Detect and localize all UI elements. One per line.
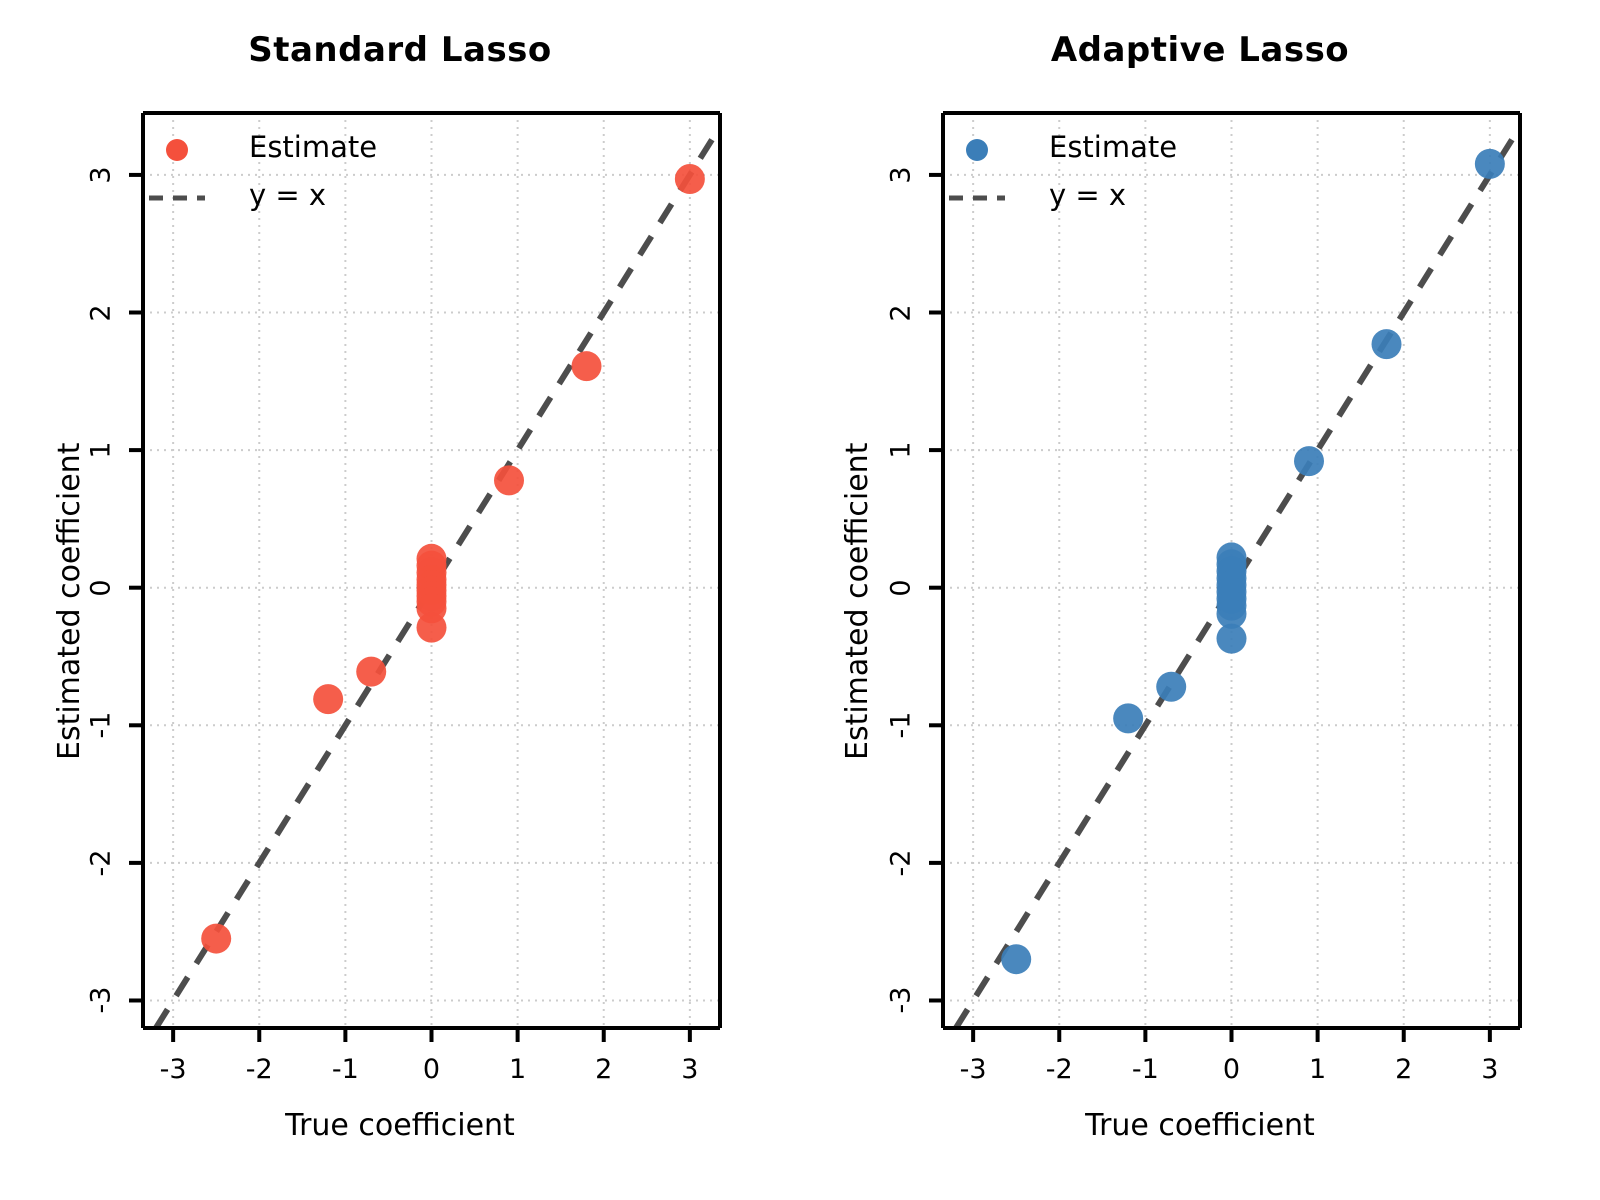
y-tick-label: 1 [885,441,917,459]
data-point [1474,148,1505,179]
x-tick-label: -1 [331,1054,359,1085]
y-tick-label: 3 [85,166,117,184]
data-point-group [201,164,705,954]
x-tick-label: -2 [1045,1054,1073,1085]
data-point [201,923,232,954]
y-axis-label: Estimated coefficient [52,442,87,760]
y-tick-label: -1 [885,711,917,739]
legend-label: Estimate [1049,130,1178,164]
x-tick-label: 1 [509,1054,527,1085]
y-tick-label: -2 [85,849,117,877]
y-tick-label: 2 [85,303,117,322]
x-tick-label: -2 [245,1054,273,1085]
scatter-plot-adaptive-lasso [929,111,1523,1042]
data-point [1294,446,1325,477]
data-point [1156,671,1187,702]
panel-title: Adaptive Lasso [1050,30,1350,70]
y-tick-label: 0 [85,579,117,597]
panel-title: Standard Lasso [248,30,552,70]
x-tick-label: 1 [1309,1054,1327,1085]
x-axis-label: True coefficient [1085,1108,1315,1143]
data-point [356,656,387,687]
x-tick-label: 2 [1395,1054,1413,1085]
data-point [1371,329,1402,360]
x-tick-label: -3 [959,1054,987,1085]
data-point [1216,623,1247,654]
panel-adaptive-lasso: Adaptive Lasso True coefficient Estimate… [800,0,1600,1200]
legend-label: y = x [249,178,327,212]
data-point-group [1001,148,1505,975]
y-tick-label: 3 [885,166,917,184]
x-tick-label: 3 [681,1054,699,1085]
y-tick-label: -3 [885,987,917,1014]
y-tick-label: -1 [85,711,117,739]
x-tick-label: 0 [422,1054,441,1085]
y-tick-label: -2 [885,849,917,877]
legend-label: Estimate [249,130,378,164]
data-point [1113,703,1144,734]
x-axis-label: True coefficient [285,1108,515,1143]
data-point [1001,944,1032,975]
x-tick-label: -3 [159,1054,187,1085]
scatter-plot-standard-lasso [129,111,723,1042]
legend-marker-estimate [166,139,188,161]
y-tick-label: 1 [85,441,117,459]
reference-line-y-equals-x [953,125,1523,1030]
data-point [313,684,344,715]
legend-marker-estimate [966,139,988,161]
panel-standard-lasso: Standard Lasso True coefficient Estimate… [52,30,723,1143]
x-tick-label: 2 [595,1054,613,1085]
data-point [416,612,447,643]
data-point [571,351,602,382]
data-point [494,465,525,496]
y-axis-label: Estimated coefficient [840,442,875,760]
legend-label: y = x [1049,178,1127,212]
x-tick-label: 0 [1222,1054,1241,1085]
x-tick-label: -1 [1131,1054,1159,1085]
data-point [1216,598,1247,629]
y-tick-label: 2 [885,303,917,322]
x-tick-label: 3 [1481,1054,1499,1085]
y-tick-label: -3 [85,987,117,1014]
data-point [674,164,705,195]
reference-line-y-equals-x [153,125,723,1030]
y-tick-label: 0 [885,579,917,597]
